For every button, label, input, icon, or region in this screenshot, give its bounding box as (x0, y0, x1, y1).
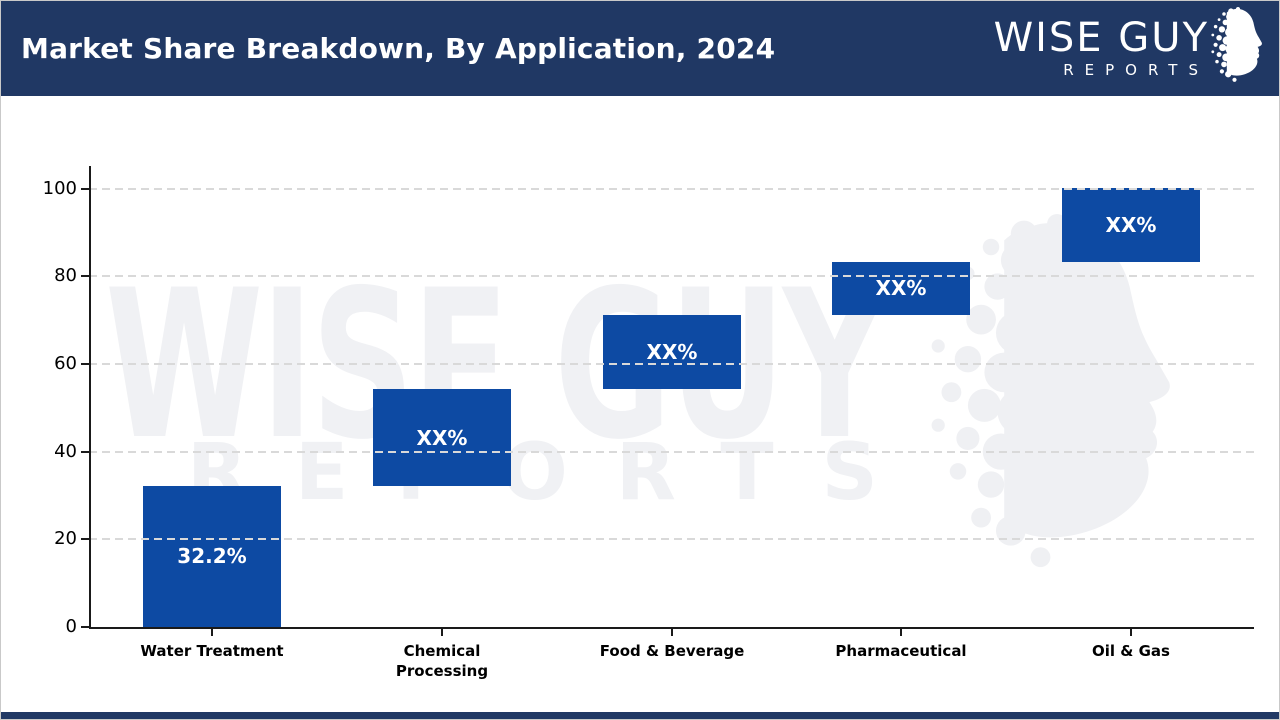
bar-value-label-oil-gas: XX% (1105, 212, 1157, 237)
bar-pharmaceutical: XX% (832, 262, 970, 315)
x-category-label-oil-gas: Oil & Gas (1092, 642, 1170, 660)
gridline-40 (89, 450, 1254, 453)
x-tick-pharmaceutical (900, 629, 902, 636)
report-header: Market Share Breakdown, By Application, … (1, 1, 1279, 96)
y-tick-label-0: 0 (65, 616, 77, 637)
y-tick-80 (81, 275, 89, 278)
bar-chemical-processing: XX% (373, 389, 511, 486)
y-tick-40 (81, 450, 89, 453)
gridline-20 (89, 538, 1254, 541)
x-category-label-pharmaceutical: Pharmaceutical (835, 642, 967, 660)
bar-value-label-food-beverage: XX% (646, 340, 698, 365)
y-tick-label-40: 40 (54, 440, 77, 462)
y-tick-0 (81, 626, 89, 628)
y-tick-label-20: 20 (54, 528, 77, 550)
x-category-label-chemical-processing: Chemical Processing (395, 642, 489, 680)
y-tick-label-100: 100 (42, 177, 77, 199)
gridline-80 (89, 275, 1254, 278)
logo-subtext: REPORTS (1063, 61, 1209, 79)
footer-bar (1, 712, 1279, 719)
y-axis-spine (89, 166, 91, 629)
x-tick-oil-gas (1130, 629, 1132, 636)
x-axis-spine (89, 627, 1254, 629)
bar-water-treatment: 32.2% (143, 485, 281, 627)
gridline-100 (89, 187, 1254, 190)
y-tick-20 (81, 538, 89, 541)
y-tick-label-60: 60 (54, 352, 77, 374)
gridline-60 (89, 362, 1254, 365)
x-tick-water-treatment (211, 629, 213, 636)
bar-value-label-pharmaceutical: XX% (875, 276, 927, 301)
chart-title: Market Share Breakdown, By Application, … (21, 32, 776, 65)
y-tick-100 (81, 187, 89, 190)
bar-oil-gas: XX% (1062, 187, 1200, 263)
x-category-label-food-beverage: Food & Beverage (599, 642, 745, 660)
x-category-label-water-treatment: Water Treatment (140, 642, 284, 660)
logo-wordmark: WISE GUY (993, 15, 1209, 61)
y-tick-label-80: 80 (54, 265, 77, 287)
bar-value-label-chemical-processing: XX% (416, 425, 468, 450)
x-tick-chemical-processing (441, 629, 443, 636)
y-tick-60 (81, 362, 89, 365)
bar-food-beverage: XX% (603, 314, 741, 390)
x-tick-food-beverage (671, 629, 673, 636)
wiseguy-logo: WISE GUY REPORTS (993, 6, 1267, 91)
bar-value-label-water-treatment: 32.2% (177, 544, 247, 569)
